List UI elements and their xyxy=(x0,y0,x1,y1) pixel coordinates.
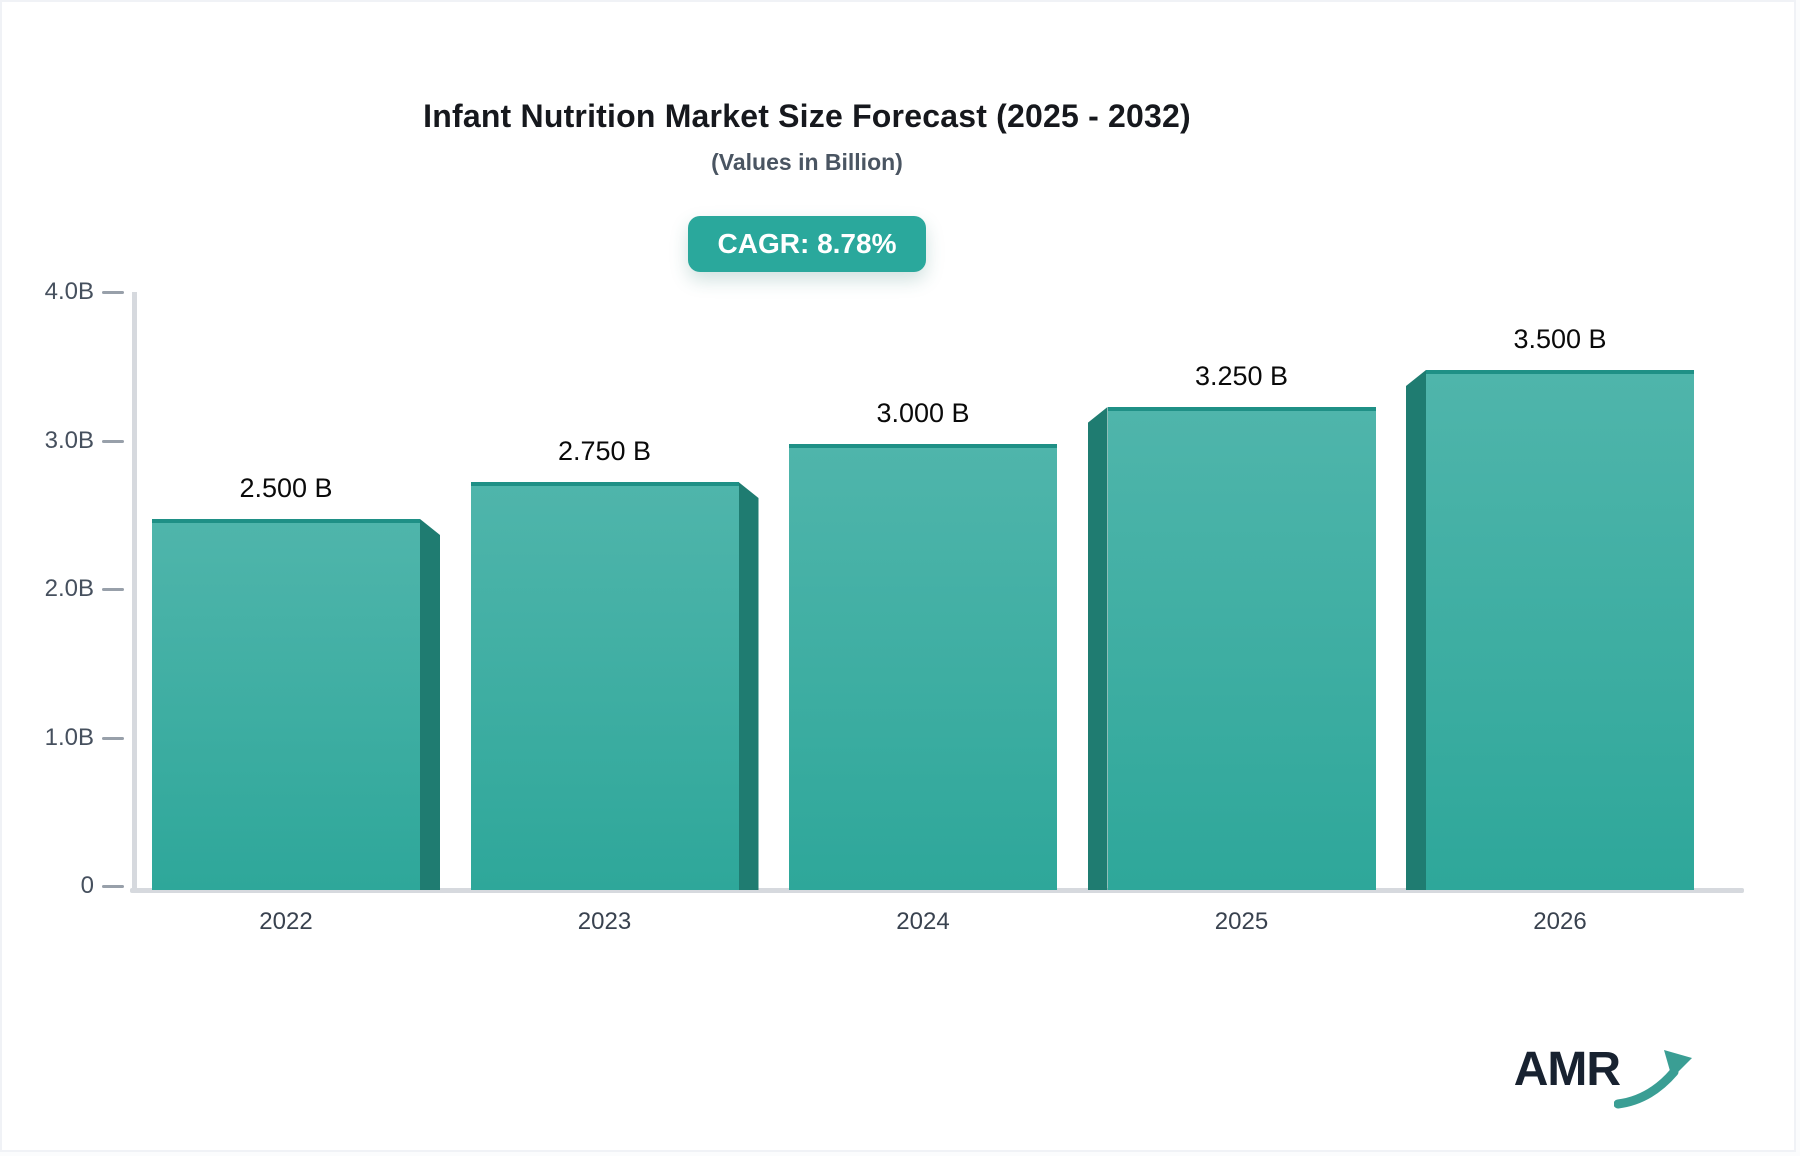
y-tick-label: 0 xyxy=(80,872,94,899)
cagr-badge: CAGR: 8.78% xyxy=(687,216,927,272)
x-axis-label-2024: 2024 xyxy=(896,908,950,935)
y-tick-label: 3.0B xyxy=(44,426,94,454)
y-tick-mark xyxy=(102,736,124,740)
y-tick-mark xyxy=(102,291,124,294)
bar-2024 xyxy=(789,444,1057,890)
bar-side-face-2023 xyxy=(738,482,759,890)
x-axis-label-2025: 2025 xyxy=(1214,908,1269,935)
bar-value-label: 2.750 B xyxy=(557,436,652,466)
chart-title: Infant Nutrition Market Size Forecast (2… xyxy=(423,98,1191,134)
growth-arrow-icon xyxy=(1614,1050,1692,1109)
bar-value-label: 3.250 B xyxy=(1194,361,1289,391)
y-tick-label: 1.0B xyxy=(44,723,94,751)
x-axis-label-2023: 2023 xyxy=(577,908,632,935)
bar-value-label: 3.500 B xyxy=(1513,324,1607,354)
bar-side-face-2022 xyxy=(420,519,440,890)
x-axis-line xyxy=(130,888,1744,893)
bar-side-face-2026 xyxy=(1406,370,1426,890)
y-tick-label: 4.0B xyxy=(44,278,94,305)
bar-value-label: 2.500 B xyxy=(239,473,333,503)
x-axis-label-2022: 2022 xyxy=(259,908,313,935)
bar-2026 xyxy=(1426,370,1694,890)
y-tick-mark xyxy=(102,885,124,888)
chart-header: Infant Nutrition Market Size Forecast (2… xyxy=(2,2,1612,272)
bar-2022 xyxy=(152,519,420,890)
bar-value-label: 3.000 B xyxy=(876,398,970,428)
chart-subtitle: (Values in Billion) xyxy=(711,149,903,175)
y-axis-line xyxy=(132,292,137,890)
amr-logo: AMR xyxy=(1514,1046,1698,1110)
bar-2023 xyxy=(470,482,739,890)
x-axis-label-2026: 2026 xyxy=(1533,908,1587,935)
y-tick-mark xyxy=(102,439,124,443)
bar-side-face-2025 xyxy=(1087,407,1108,890)
y-tick-mark xyxy=(102,588,124,591)
bar-2025 xyxy=(1107,407,1376,890)
amr-logo-text: AMR xyxy=(1513,1043,1621,1096)
y-tick-label: 2.0B xyxy=(44,575,94,602)
